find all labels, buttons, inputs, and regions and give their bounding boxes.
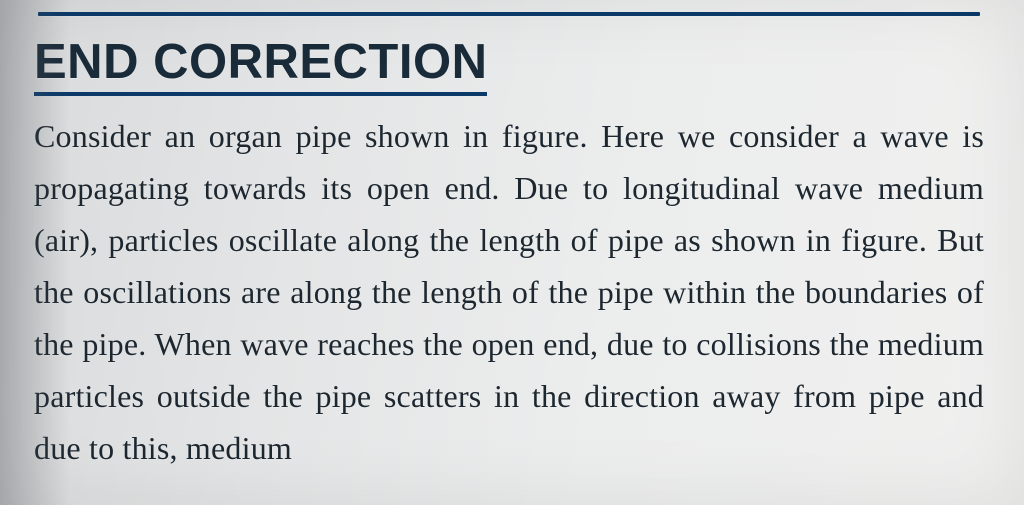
section-heading: END CORRECTION <box>34 34 487 96</box>
body-paragraph: Consider an organ pipe shown in figure. … <box>34 110 984 474</box>
textbook-page: END CORRECTION Consider an organ pipe sh… <box>0 0 1024 505</box>
top-rule <box>38 12 980 16</box>
